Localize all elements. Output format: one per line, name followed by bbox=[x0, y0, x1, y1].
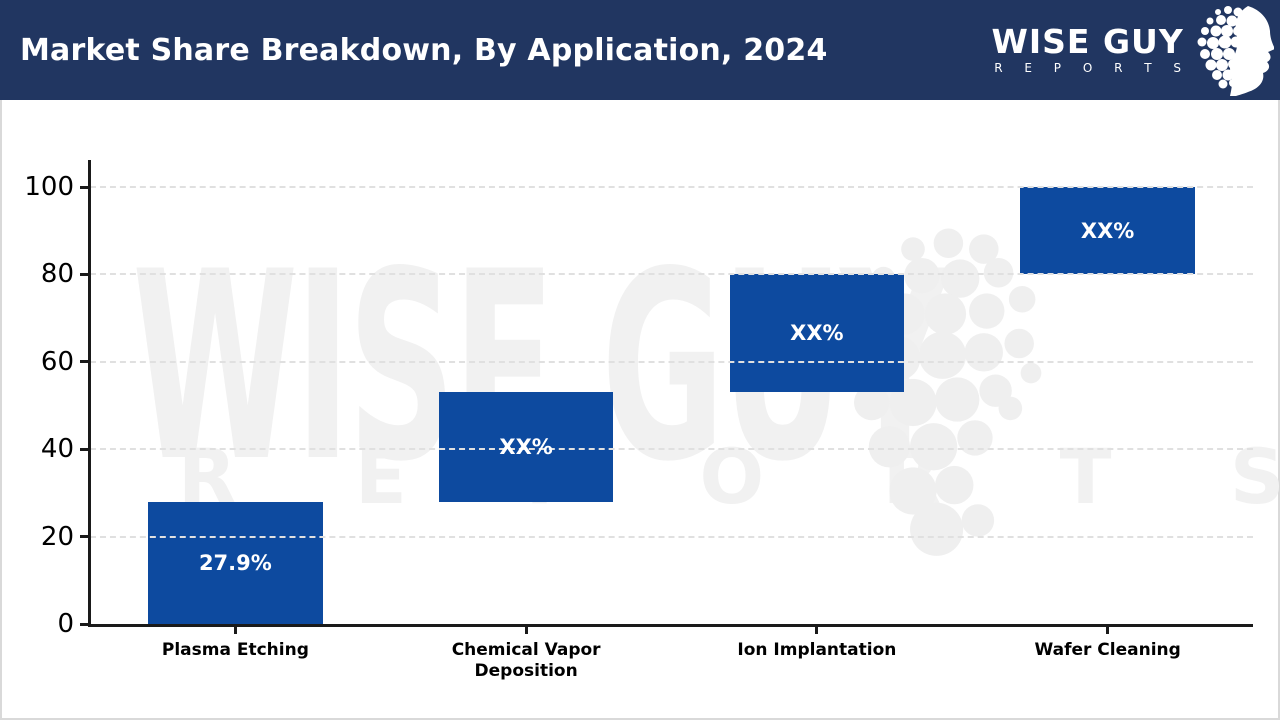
y-axis-line bbox=[88, 160, 91, 627]
brand-name: WISE GUY bbox=[991, 22, 1184, 61]
x-tick-2 bbox=[524, 624, 528, 634]
x-category-label-1: Plasma Etching bbox=[161, 640, 309, 660]
gridline-40 bbox=[90, 448, 1253, 451]
y-tick-100 bbox=[80, 185, 90, 189]
x-tick-3 bbox=[815, 624, 819, 634]
y-tick-0 bbox=[80, 622, 90, 626]
y-tick-label-60: 60 bbox=[40, 346, 74, 377]
dotted-head-icon bbox=[1197, 6, 1274, 96]
x-category-label-4: Wafer Cleaning bbox=[1034, 640, 1181, 660]
gridline-60 bbox=[90, 360, 1253, 363]
bar-value-label-3: XX% bbox=[790, 321, 844, 346]
gridline-20 bbox=[90, 535, 1253, 538]
y-tick-label-40: 40 bbox=[40, 434, 74, 465]
y-tick-label-80: 80 bbox=[40, 259, 74, 290]
y-tick-20 bbox=[80, 535, 90, 539]
y-tick-60 bbox=[80, 360, 90, 364]
bar-4 bbox=[1020, 187, 1195, 275]
x-tick-1 bbox=[233, 624, 237, 634]
y-tick-80 bbox=[80, 272, 90, 276]
x-tick-4 bbox=[1106, 624, 1110, 634]
x-category-label-2: Chemical Vapor Deposition bbox=[451, 640, 601, 682]
gridline-100 bbox=[90, 186, 1253, 188]
gridline-80 bbox=[90, 273, 1253, 276]
bar-value-label-4: XX% bbox=[1080, 218, 1135, 243]
x-axis-line bbox=[88, 624, 1253, 627]
y-tick-40 bbox=[80, 447, 90, 451]
brand-wordmark: WISE GUY R E P O R T S bbox=[985, 25, 1190, 75]
y-tick-label-20: 20 bbox=[40, 521, 74, 552]
brand-logo: WISE GUY R E P O R T S bbox=[985, 0, 1274, 100]
bar-value-label-1: 27.9% bbox=[198, 551, 272, 576]
bar-1 bbox=[148, 502, 323, 624]
y-tick-label-100: 100 bbox=[24, 172, 74, 202]
brand-subtitle: R E P O R T S bbox=[994, 61, 1190, 75]
page-title: Market Share Breakdown, By Application, … bbox=[20, 32, 828, 68]
bar-value-label-2: XX% bbox=[499, 435, 553, 460]
y-tick-label-0: 0 bbox=[57, 609, 74, 639]
header-bar: Market Share Breakdown, By Application, … bbox=[0, 0, 1280, 100]
bar-2 bbox=[438, 392, 614, 503]
x-category-label-3: Ion Implantation bbox=[737, 640, 897, 660]
